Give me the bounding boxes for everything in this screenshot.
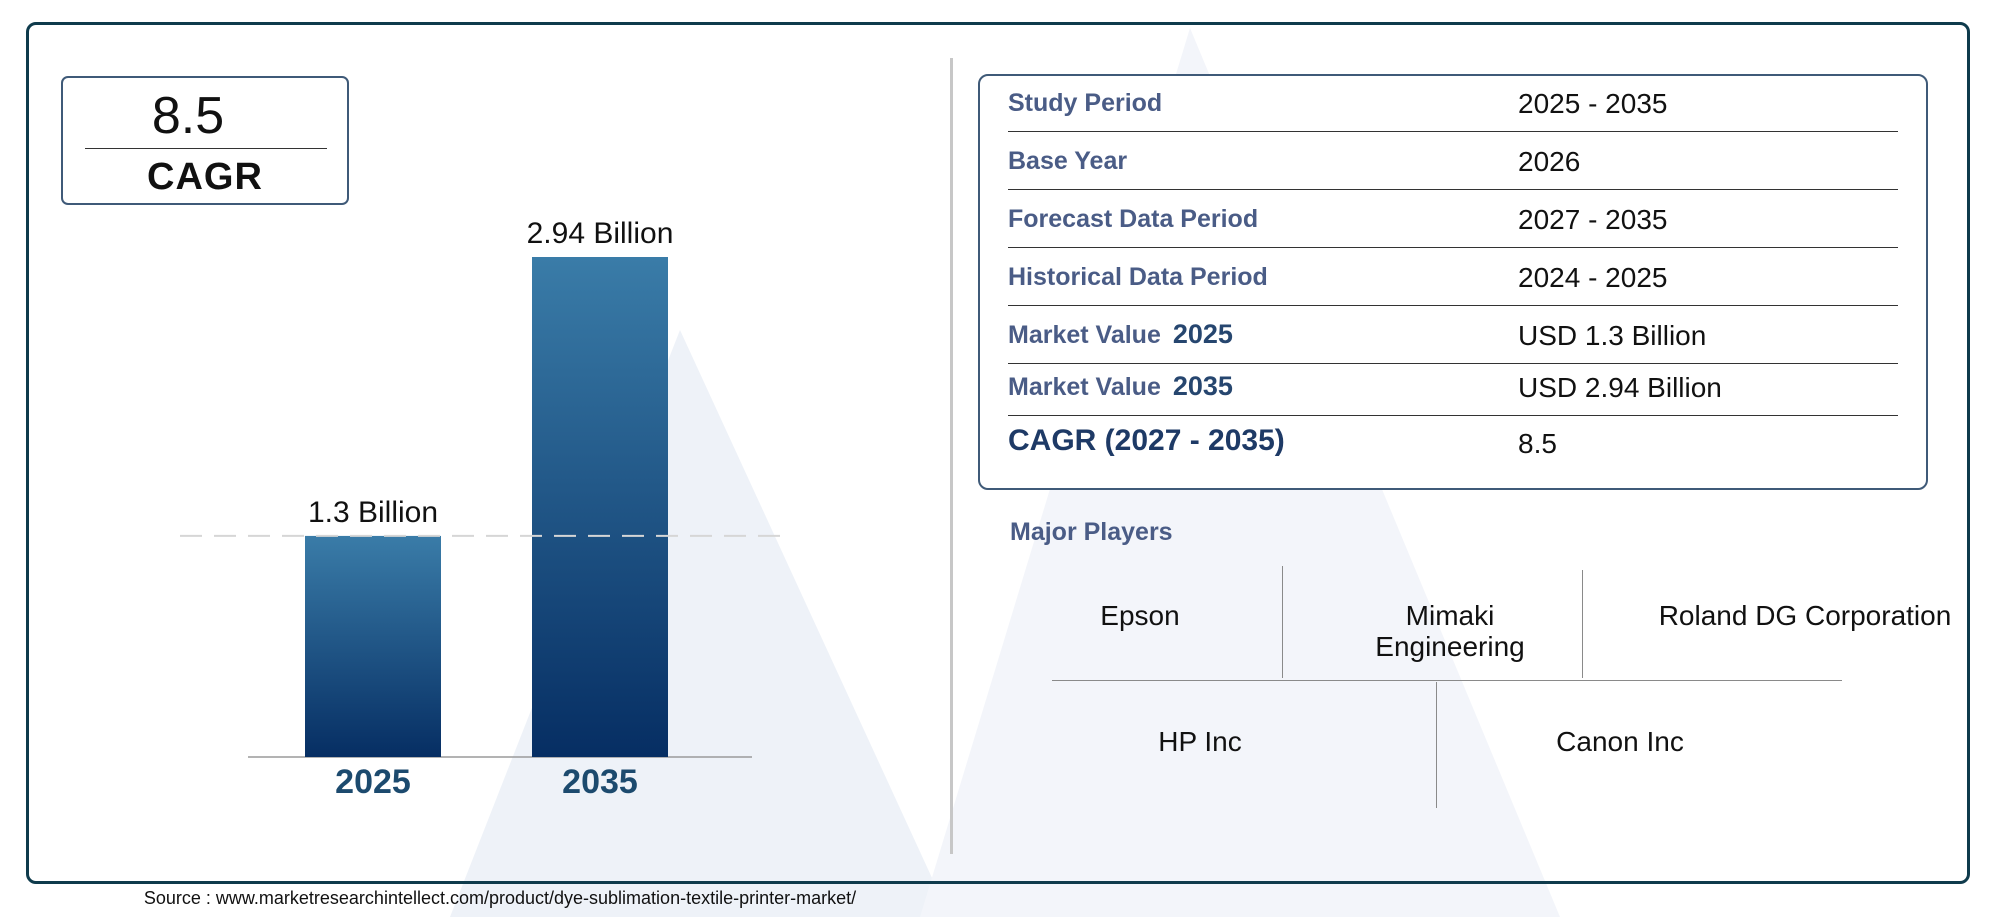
- row-separator: [1008, 131, 1898, 132]
- info-value: 8.5: [1518, 428, 1557, 459]
- info-row-forecast-period: Forecast Data Period 2027 - 2035: [1008, 198, 1898, 248]
- info-row-historical-period: Historical Data Period 2024 - 2025: [1008, 256, 1898, 306]
- row-separator: [1008, 189, 1898, 190]
- info-label: CAGR (2027 - 2035): [1008, 424, 1285, 457]
- info-label-text: Market Value: [1008, 321, 1161, 349]
- info-value: 2027 - 2035: [1518, 204, 1668, 235]
- info-value: USD 2.94 Billion: [1518, 372, 1722, 403]
- info-label: Market Value 2025: [1008, 319, 1233, 350]
- info-label-year: 2035: [1172, 371, 1233, 401]
- player-name: Epson: [1100, 600, 1180, 631]
- info-label-year: 2025: [1172, 319, 1233, 349]
- cagr-label: CAGR: [147, 156, 263, 198]
- players-divider: [1436, 682, 1437, 808]
- bar-2035: [532, 257, 668, 757]
- info-value: USD 1.3 Billion: [1518, 320, 1707, 351]
- players-divider: [1582, 570, 1583, 678]
- info-label-text: Market Value: [1008, 373, 1161, 401]
- study-info-table: Study Period 2025 - 2035 Base Year 2026 …: [978, 74, 1928, 490]
- row-separator: [1008, 305, 1898, 306]
- outer-frame: [26, 22, 1970, 884]
- info-label: Forecast Data Period: [1008, 205, 1259, 233]
- bar-data-label: 2.94 Billion: [527, 217, 674, 250]
- bar-2025: [305, 535, 441, 757]
- player-name: Canon Inc: [1556, 726, 1684, 757]
- row-separator: [1008, 363, 1898, 364]
- bar-data-label: 1.3 Billion: [308, 496, 438, 529]
- info-label: Market Value 2035: [1008, 371, 1233, 402]
- info-value: 2025 - 2035: [1518, 88, 1668, 119]
- info-label: Historical Data Period: [1008, 263, 1268, 291]
- info-row-market-value-2025: Market Value 2025 USD 1.3 Billion: [1008, 314, 1898, 364]
- source-note: Source : www.marketresearchintellect.com…: [143, 888, 857, 908]
- player-name: HP Inc: [1158, 726, 1242, 757]
- market-bar-chart: 1.3 Billion 2025 2.94 Billion 2035: [180, 217, 790, 801]
- x-tick-label: 2035: [562, 763, 638, 801]
- player-name: Mimaki Engineering: [1375, 600, 1525, 662]
- info-label: Base Year: [1008, 147, 1128, 175]
- major-players-title: Major Players: [1010, 518, 1173, 546]
- info-value: 2024 - 2025: [1518, 262, 1668, 293]
- cagr-box: 8.5 CAGR: [61, 76, 349, 205]
- players-divider: [1052, 680, 1842, 681]
- player-name: Roland DG Corporation: [1658, 600, 1952, 631]
- info-value: 2026: [1518, 146, 1581, 177]
- vertical-divider: [950, 58, 953, 854]
- cagr-divider: [85, 148, 327, 149]
- info-row-study-period: Study Period 2025 - 2035: [1008, 82, 1898, 132]
- players-divider: [1282, 566, 1283, 678]
- info-row-base-year: Base Year 2026: [1008, 140, 1898, 190]
- info-row-market-value-2035: Market Value 2035 USD 2.94 Billion: [1008, 366, 1898, 416]
- row-separator: [1008, 415, 1898, 416]
- cagr-value: 8.5: [151, 87, 225, 145]
- x-tick-label: 2025: [335, 763, 411, 801]
- row-separator: [1008, 247, 1898, 248]
- info-label: Study Period: [1008, 89, 1163, 117]
- info-row-cagr: CAGR (2027 - 2035) 8.5: [1008, 422, 1898, 472]
